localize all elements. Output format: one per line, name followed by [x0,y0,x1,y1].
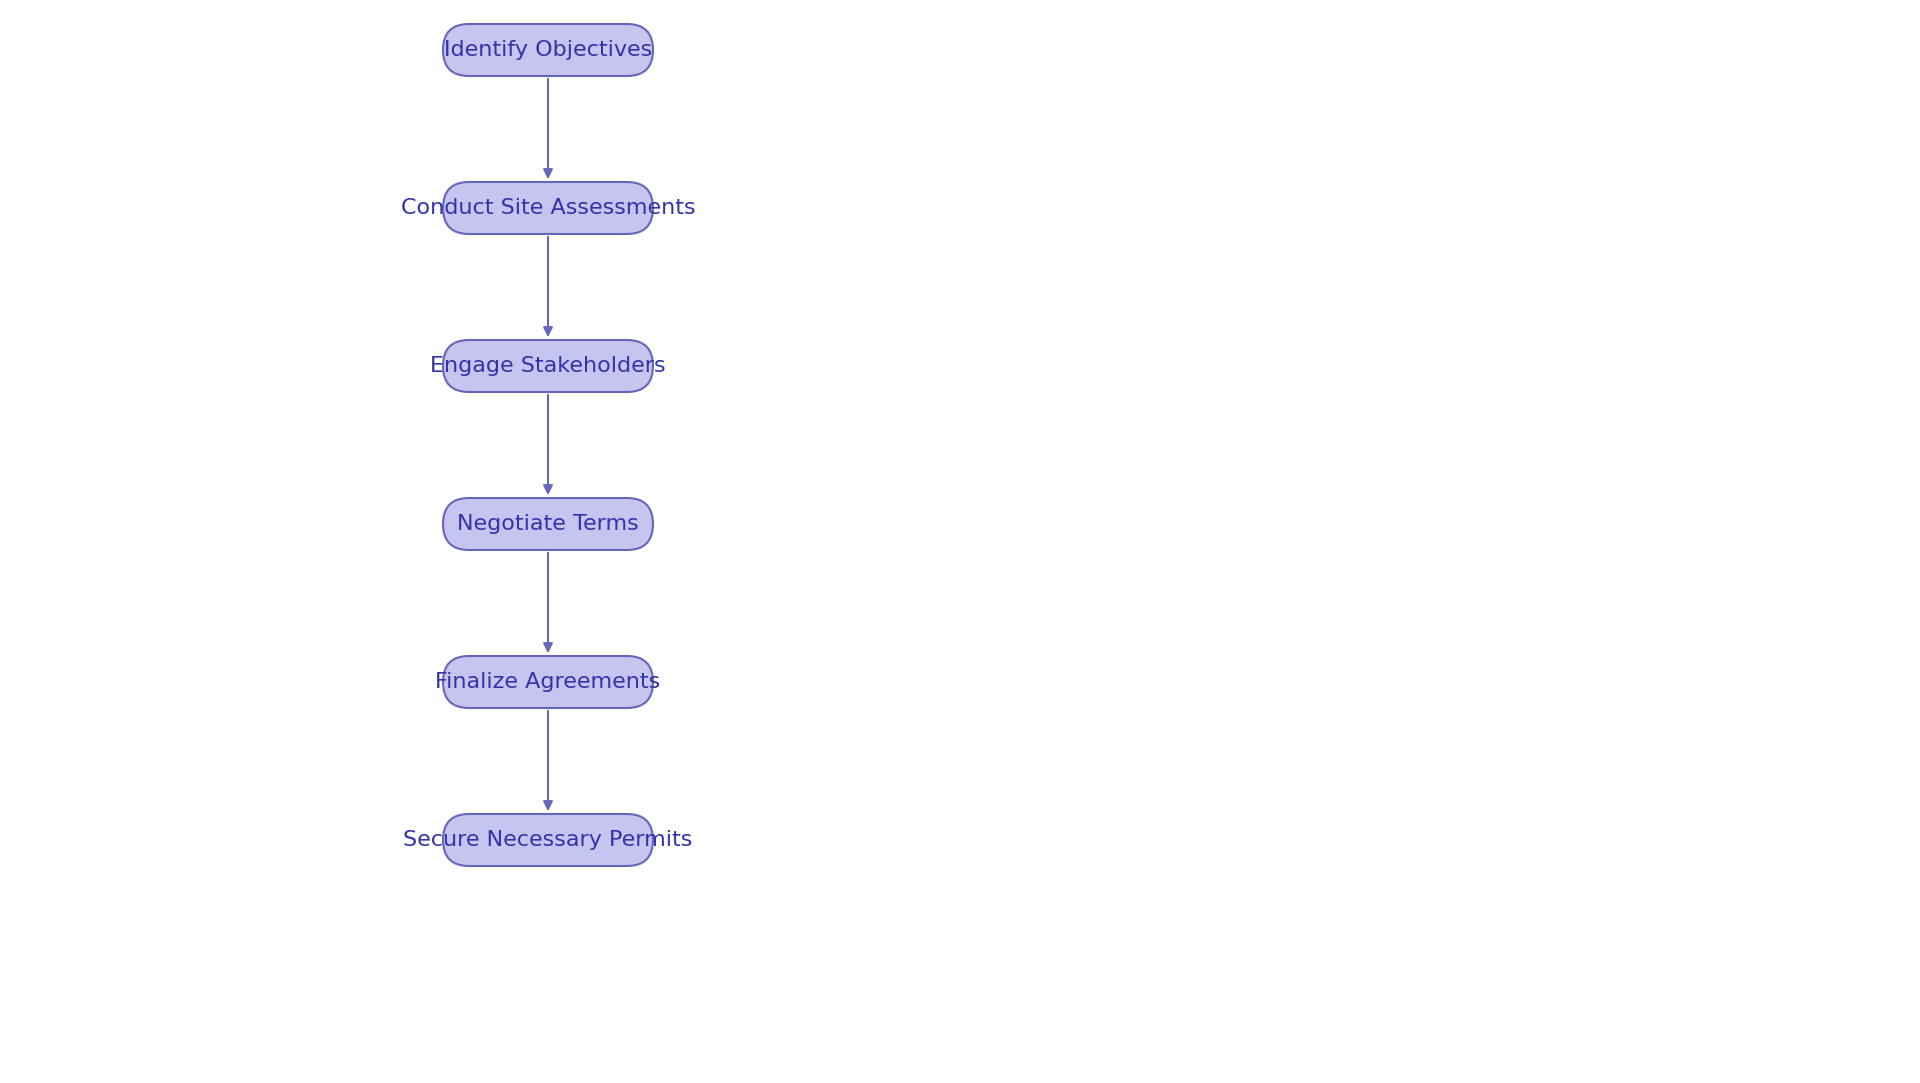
FancyBboxPatch shape [444,340,653,392]
FancyBboxPatch shape [444,498,653,550]
FancyBboxPatch shape [444,182,653,234]
Text: Conduct Site Assessments: Conduct Site Assessments [401,198,695,218]
Text: Finalize Agreements: Finalize Agreements [436,671,660,692]
FancyBboxPatch shape [444,656,653,708]
FancyBboxPatch shape [444,814,653,866]
FancyBboxPatch shape [444,24,653,76]
Text: Secure Necessary Permits: Secure Necessary Permits [403,830,693,850]
Text: Negotiate Terms: Negotiate Terms [457,514,639,534]
Text: Identify Objectives: Identify Objectives [444,40,653,60]
Text: Engage Stakeholders: Engage Stakeholders [430,356,666,376]
